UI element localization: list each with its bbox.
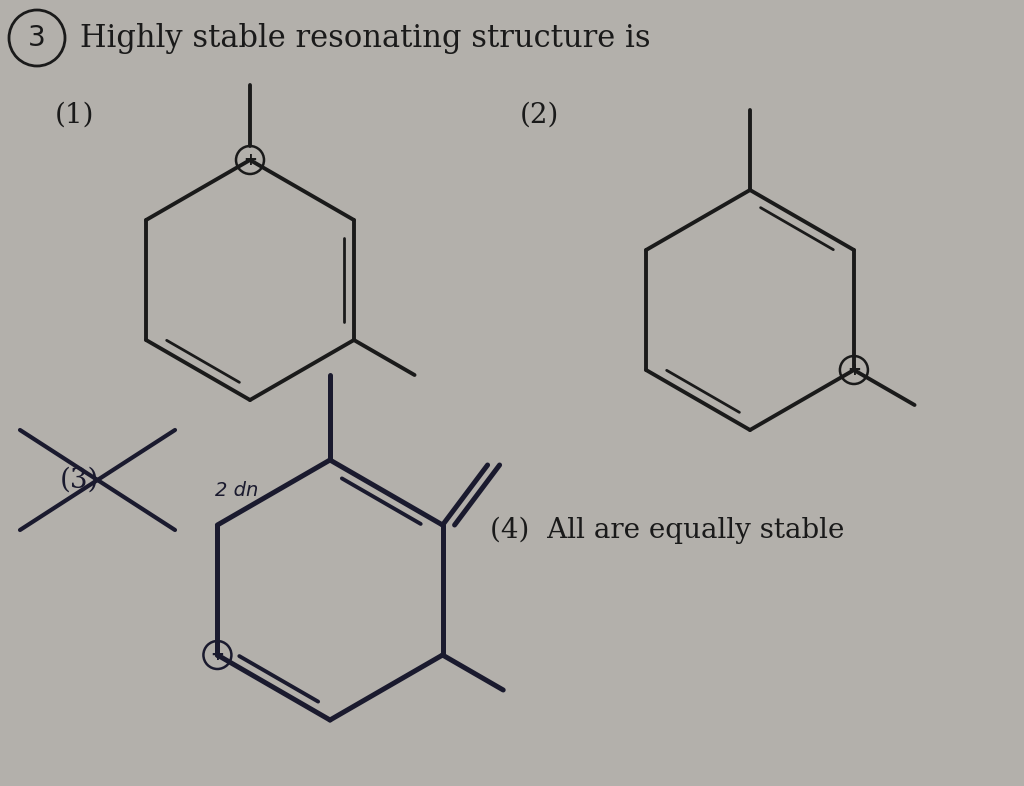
Text: +: + [243, 151, 257, 169]
Text: (2): (2) [520, 101, 559, 128]
Text: +: + [211, 646, 224, 664]
Text: 2 dn: 2 dn [215, 480, 258, 499]
Text: +: + [847, 361, 861, 379]
Text: 3: 3 [28, 24, 46, 52]
Text: (3): (3) [60, 467, 99, 494]
Text: Highly stable resonating structure is: Highly stable resonating structure is [80, 23, 650, 53]
Text: (1): (1) [55, 101, 94, 128]
Text: (4)  All are equally stable: (4) All are equally stable [490, 516, 845, 544]
